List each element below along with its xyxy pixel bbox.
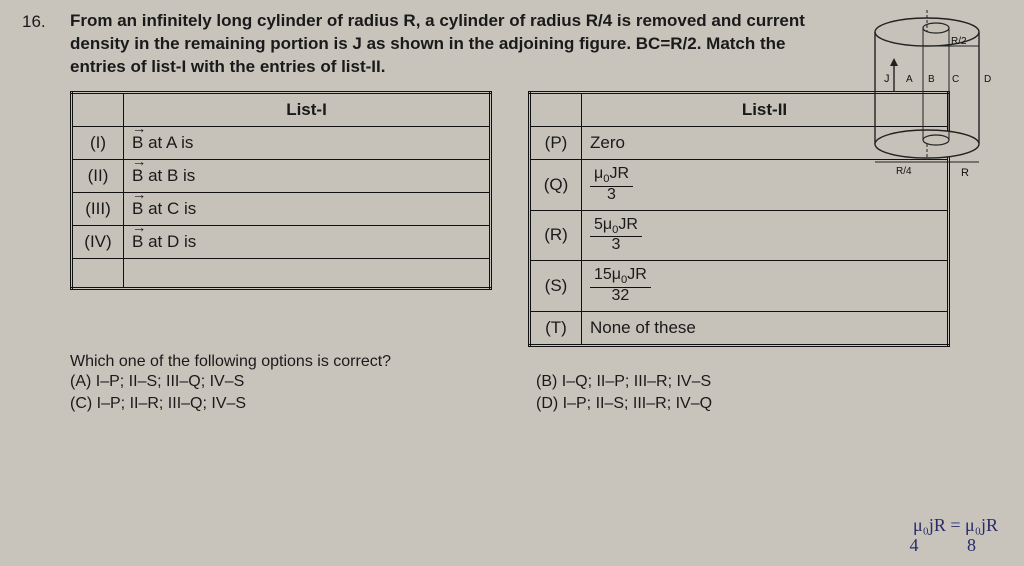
list2-row: (S)15μ0JR32 xyxy=(530,261,949,312)
list-1-table: List-I (I)B at A is (II)B at B is (III)B… xyxy=(70,91,492,290)
question-row: 16. From an infinitely long cylinder of … xyxy=(22,10,1002,79)
svg-text:R: R xyxy=(961,167,969,179)
svg-text:R/4: R/4 xyxy=(896,166,912,177)
list2-row: (T)None of these xyxy=(530,312,949,346)
svg-text:J: J xyxy=(884,73,890,85)
list1-row: (IV)B at D is xyxy=(72,225,491,258)
svg-text:R/2: R/2 xyxy=(951,36,967,47)
option-b[interactable]: (B) I–Q; II–P; III–R; IV–S xyxy=(536,371,1002,393)
svg-text:D: D xyxy=(984,74,991,85)
option-c[interactable]: (C) I–P; II–R; III–Q; IV–S xyxy=(70,393,536,415)
svg-text:C: C xyxy=(952,74,959,85)
which-prompt: Which one of the following options is co… xyxy=(70,351,1002,371)
option-d[interactable]: (D) I–P; II–S; III–R; IV–Q xyxy=(536,393,1002,415)
handwritten-note: μ₀jR = μ₀jR 4 8 xyxy=(910,516,999,556)
list2-row: (R)5μ0JR3 xyxy=(530,210,949,261)
question-number: 16. xyxy=(22,10,70,79)
match-table: List-I (I)B at A is (II)B at B is (III)B… xyxy=(70,91,950,347)
list-1-header: List-I xyxy=(124,92,491,126)
svg-text:B: B xyxy=(928,74,935,85)
options-block: (A) I–P; II–S; III–Q; IV–S (B) I–Q; II–P… xyxy=(70,371,1002,415)
cylinder-figure: J A B C D R/2 R/4 R xyxy=(858,4,1006,184)
svg-text:A: A xyxy=(906,74,913,85)
option-a[interactable]: (A) I–P; II–S; III–Q; IV–S xyxy=(70,371,536,393)
